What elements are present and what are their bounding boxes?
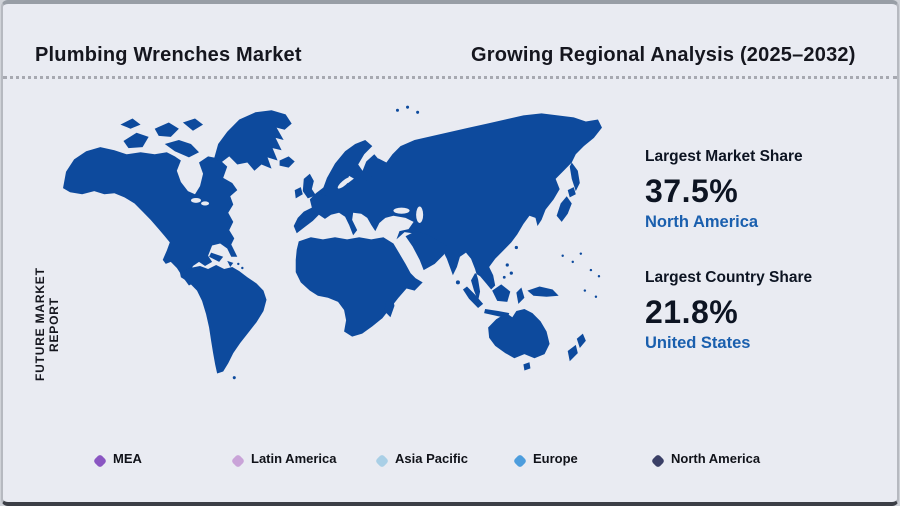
legend-dot-north-america — [650, 453, 666, 469]
page-subtitle: Growing Regional Analysis (2025–2032) — [471, 44, 856, 66]
legend-dot-europe — [512, 453, 528, 469]
legend-label-mea: MEA — [113, 451, 142, 466]
world-map-seas — [190, 177, 424, 223]
brand-watermark: FUTURE MARKET REPORT — [33, 267, 61, 382]
world-map-land — [63, 105, 602, 380]
dotted-divider — [3, 76, 897, 79]
legend-dot-mea — [92, 453, 108, 469]
market-share-value: 37.5% — [645, 173, 739, 209]
legend-label-asia-pacific: Asia Pacific — [395, 451, 468, 466]
legend-label-latin-america: Latin America — [251, 451, 337, 466]
country-share-value: 21.8% — [645, 294, 739, 330]
market-share-region: North America — [645, 213, 759, 231]
legend-label-europe: Europe — [533, 451, 578, 466]
legend-label-north-america: North America — [671, 451, 761, 466]
country-share-label: Largest Country Share — [645, 269, 813, 286]
world-map — [63, 105, 602, 380]
market-share-label: Largest Market Share — [645, 148, 803, 165]
legend-dot-asia-pacific — [374, 453, 390, 469]
country-share-region: United States — [645, 334, 751, 352]
page-title: Plumbing Wrenches Market — [35, 44, 302, 66]
legend-dot-latin-america — [230, 453, 246, 469]
